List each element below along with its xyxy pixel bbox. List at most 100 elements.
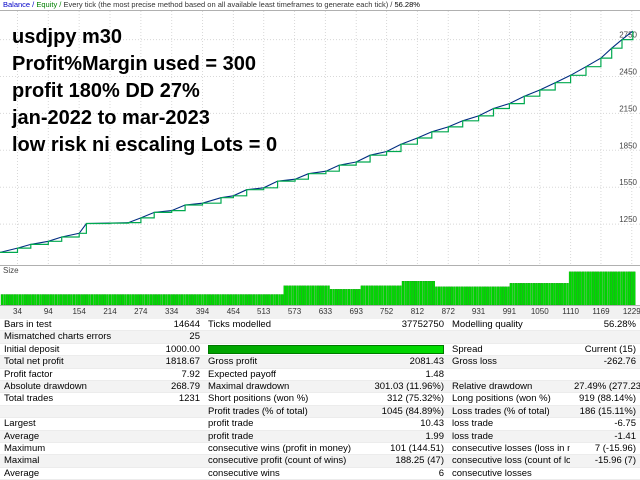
stat-label	[204, 330, 362, 344]
lot-size-bar	[476, 286, 479, 306]
lot-size-bar	[604, 271, 608, 306]
lot-size-chart	[0, 265, 640, 306]
lot-size-bar	[162, 294, 166, 306]
lot-size-bar	[167, 294, 171, 306]
lot-size-bar	[103, 294, 107, 306]
stat-label: consecutive wins (profit in money)	[204, 442, 362, 456]
stat-value: 186 (15.11%)	[570, 405, 640, 419]
lot-size-bar	[5, 294, 9, 306]
stat-value: 188.25 (47)	[362, 454, 448, 468]
lot-size-bar	[494, 286, 497, 306]
stat-label: consecutive profit (count of wins)	[204, 454, 362, 468]
balance-line	[0, 31, 634, 253]
stat-label: Initial deposit	[0, 343, 128, 357]
lot-size-bar	[414, 280, 417, 306]
lot-size-bar	[137, 294, 140, 306]
x-axis-tick-label: 872	[441, 307, 455, 316]
stat-label: Expected payoff	[204, 368, 362, 382]
x-axis-tick-label: 334	[165, 307, 179, 316]
lot-size-bar	[188, 294, 191, 306]
lot-size-bar	[484, 286, 487, 306]
lot-size-bar	[358, 289, 361, 306]
lot-size-bar	[391, 285, 394, 306]
lot-size-bar	[268, 294, 271, 306]
lot-size-bar	[80, 294, 83, 306]
lot-size-bar	[368, 285, 371, 306]
lot-size-bar	[522, 283, 525, 306]
lot-size-bar	[332, 289, 335, 306]
lot-size-bar	[430, 280, 433, 306]
lot-size-bar	[29, 294, 32, 306]
stat-label: consecutive losses (loss in money)	[448, 442, 570, 456]
stat-label: Spread	[448, 343, 570, 357]
lot-size-bar	[11, 294, 14, 306]
x-axis-tick-label: 214	[103, 307, 117, 316]
table-row: Total trades 1231 Short positions (won %) 3…	[0, 392, 640, 406]
lot-size-bar	[406, 280, 410, 306]
stat-label: Gross profit	[204, 355, 362, 369]
stat-label: Bars in test	[0, 319, 128, 332]
stat-value	[128, 442, 204, 456]
lot-size-bar	[75, 294, 78, 306]
lot-size-bar	[360, 285, 364, 306]
stat-label: Total trades	[0, 392, 128, 406]
x-axis-tick-label: 991	[502, 307, 517, 316]
lot-size-bar	[319, 285, 322, 306]
lot-size-bar	[57, 294, 60, 306]
x-axis-tick-label: 931	[471, 307, 486, 316]
table-row: Maximum consecutive wins (profit in money…	[0, 442, 640, 456]
lot-size-bar	[111, 294, 114, 306]
stat-label: Profit factor	[0, 368, 128, 382]
stat-label: Absolute drawdown	[0, 380, 128, 394]
stat-label: Gross loss	[448, 355, 570, 369]
lot-size-bar	[622, 271, 626, 306]
lot-size-chart-svg	[0, 271, 636, 306]
lot-size-bar	[219, 294, 222, 306]
lot-size-bar	[540, 283, 543, 306]
stat-label: profit trade	[204, 417, 362, 431]
lot-size-bar	[291, 285, 294, 306]
lot-size-bar	[520, 283, 523, 306]
lot-size-bar	[396, 285, 400, 306]
lot-size-bar	[525, 283, 528, 306]
table-row: Largest profit trade 10.43 loss trade -6.75	[0, 417, 640, 431]
stat-value: 301.03 (11.96%)	[362, 380, 448, 394]
table-row: Absolute drawdown 268.79 Maximal drawdown 3…	[0, 380, 640, 394]
lot-size-bar	[556, 283, 559, 306]
equity-line	[0, 30, 634, 253]
lot-size-bar	[594, 271, 597, 306]
lot-size-bar	[317, 285, 320, 306]
stat-value	[570, 467, 640, 480]
lot-size-bar	[586, 271, 590, 306]
lot-size-bar	[329, 289, 333, 306]
lot-size-bar	[211, 294, 215, 306]
lot-size-axis-label: Size	[3, 266, 19, 275]
lot-size-bar	[180, 294, 184, 306]
lot-size-bar	[579, 271, 582, 306]
lot-size-bar	[404, 280, 407, 306]
lot-size-bar	[101, 294, 104, 306]
stat-value: 1.48	[362, 368, 448, 382]
lot-size-bar	[553, 283, 556, 306]
stat-label: profit trade	[204, 430, 362, 444]
stat-value: Current (15)	[570, 343, 640, 357]
lot-size-bar	[563, 283, 567, 306]
lot-size-bar	[108, 294, 112, 306]
lot-size-bar	[93, 294, 96, 306]
lot-size-bar	[545, 283, 549, 306]
lot-size-bar	[21, 294, 24, 306]
lot-size-bar	[381, 285, 384, 306]
lot-size-bar	[278, 294, 281, 306]
x-axis-tick-label: 812	[410, 307, 425, 316]
lot-size-bar	[581, 271, 585, 306]
lot-size-bar	[566, 283, 569, 306]
lot-size-bar	[370, 285, 374, 306]
lot-size-bar	[543, 283, 546, 306]
x-axis-tick-label: 1110	[562, 307, 579, 316]
lot-size-bar	[121, 294, 125, 306]
x-axis-tick-labels: 34 94 154 214 274 334 394 454 513 573 633 693 752 812…	[0, 306, 640, 319]
lot-size-bar	[517, 283, 520, 306]
lot-size-bar	[275, 294, 279, 306]
stat-label: Loss trades (% of total)	[448, 405, 570, 419]
lot-size-bar	[229, 294, 233, 306]
